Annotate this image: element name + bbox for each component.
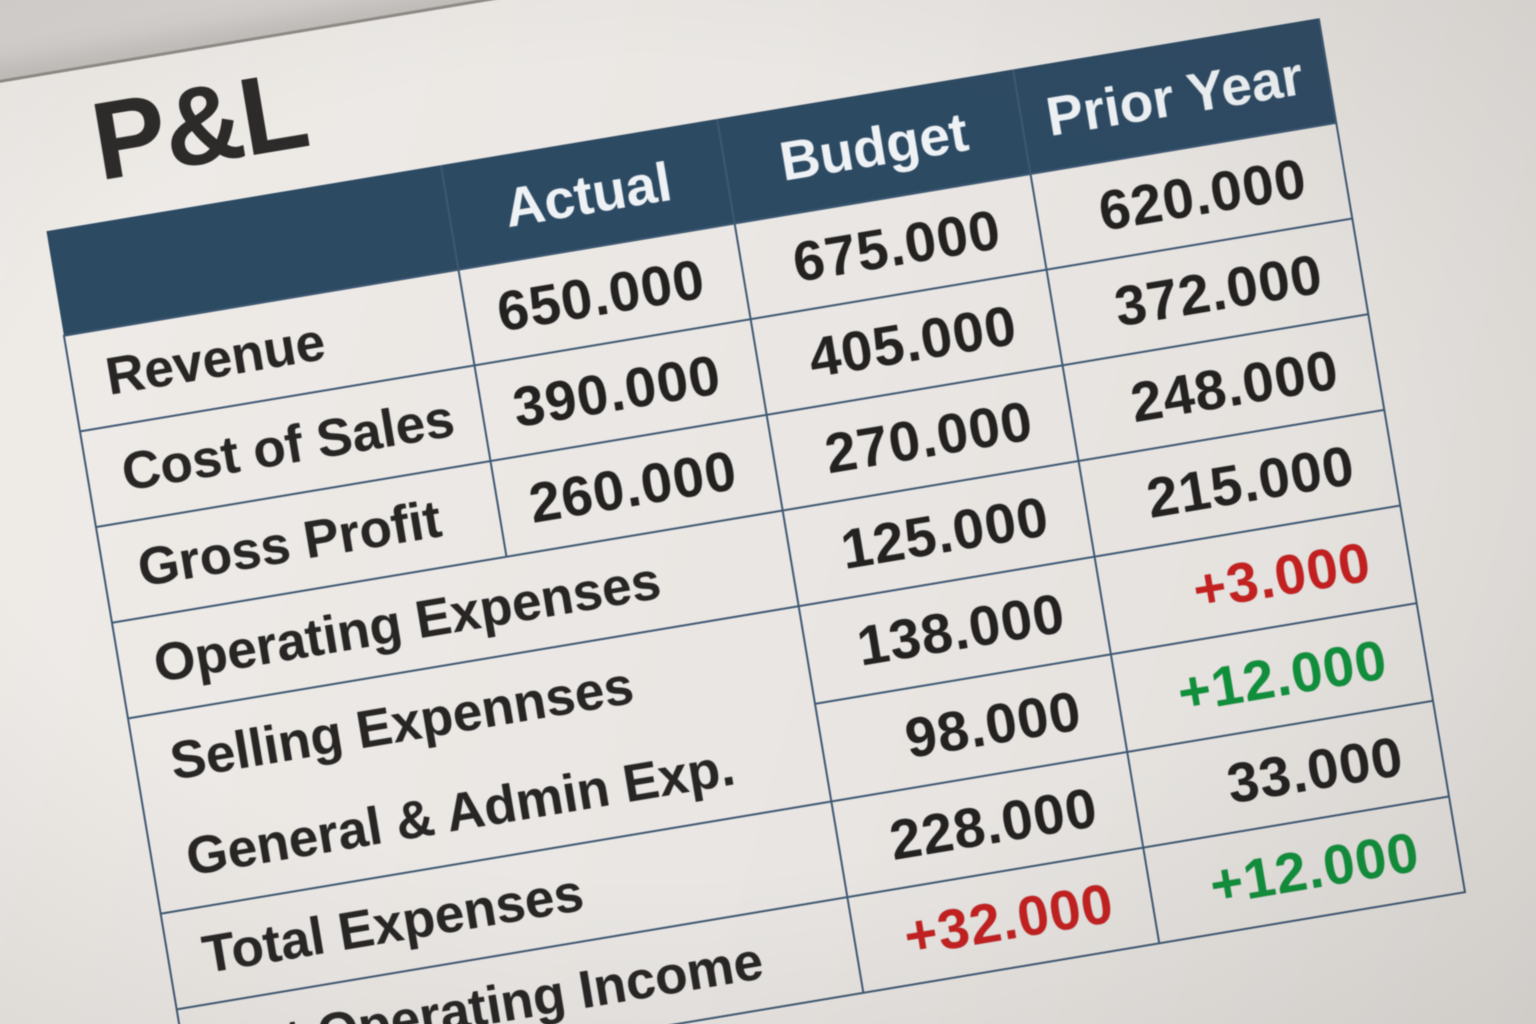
page-title: P&L: [83, 47, 315, 205]
